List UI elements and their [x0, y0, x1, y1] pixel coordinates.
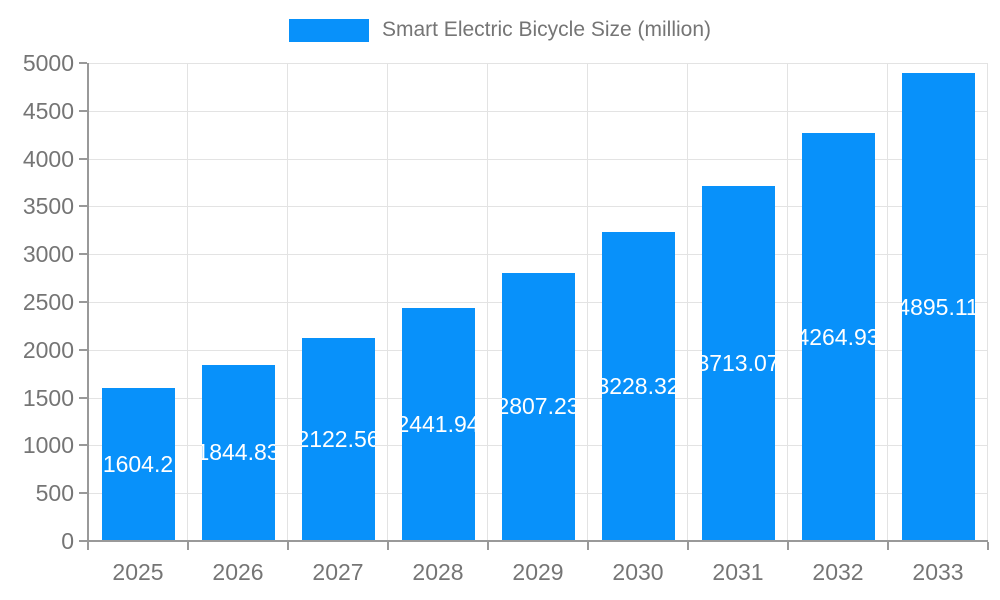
legend: Smart Electric Bicycle Size (million)	[0, 18, 1000, 42]
x-tick-label: 2027	[312, 559, 364, 585]
bar[interactable]: 2807.23	[501, 272, 575, 541]
y-axis-tick	[79, 301, 87, 303]
v-gridline	[787, 63, 788, 541]
y-axis-tick	[79, 396, 87, 399]
x-tick-label: 2030	[612, 559, 664, 585]
v-gridline	[887, 63, 888, 541]
y-axis-tick	[79, 492, 87, 495]
y-axis-tick	[79, 62, 87, 64]
bar[interactable]: 3228.32	[601, 232, 675, 541]
x-axis-tick	[487, 542, 489, 550]
y-tick-label: 1500	[22, 384, 74, 411]
x-axis-tick	[687, 542, 689, 550]
y-tick-label: 2500	[22, 289, 74, 315]
h-gridline	[88, 254, 988, 256]
h-gridline	[88, 206, 988, 208]
bar-value-label: 4895.11	[901, 293, 975, 320]
v-gridline	[287, 63, 288, 541]
bar-value-label: 3713.07	[701, 350, 775, 377]
y-tick-label: 4500	[22, 97, 74, 124]
plot-area: 1604.2 1844.83 2122.56 2441.94 2807.23 3228.3…	[88, 63, 988, 541]
y-tick-label: 3500	[22, 193, 74, 220]
v-gridline	[687, 63, 688, 541]
legend-swatch	[288, 18, 369, 42]
x-axis-tick	[887, 542, 889, 550]
y-axis-line	[87, 63, 89, 541]
bar-value-label: 1604.2	[102, 450, 174, 477]
x-axis-tick	[787, 542, 789, 550]
x-axis-tick	[187, 542, 189, 550]
bar-value-label: 2441.94	[401, 410, 475, 437]
y-axis-tick	[79, 109, 87, 112]
bar-value-label: 3228.32	[601, 373, 675, 400]
bar[interactable]: 4895.11	[901, 73, 975, 541]
bar-value-label: 2122.56	[301, 426, 375, 453]
v-gridline	[487, 63, 488, 541]
legend-item[interactable]: Smart Electric Bicycle Size (million)	[288, 18, 712, 42]
x-axis-tick	[287, 542, 289, 550]
y-axis-tick	[79, 205, 87, 208]
h-gridline	[88, 63, 988, 64]
x-tick-label: 2026	[212, 559, 264, 585]
x-tick-label: 2033	[912, 559, 964, 585]
bar[interactable]: 1604.2	[101, 387, 175, 541]
y-tick-label: 1000	[22, 432, 74, 459]
h-gridline	[88, 158, 988, 160]
legend-label: Smart Electric Bicycle Size (million)	[381, 18, 712, 41]
bar[interactable]: 2441.94	[401, 307, 475, 541]
v-gridline	[587, 63, 588, 541]
h-gridline	[88, 110, 988, 112]
y-axis-tick	[79, 157, 87, 160]
x-axis-tick	[87, 542, 89, 550]
v-gridline	[387, 63, 388, 541]
bar[interactable]: 3713.07	[701, 186, 775, 541]
y-axis-tick	[79, 444, 87, 447]
y-axis-tick	[79, 348, 87, 351]
x-axis-tick	[987, 542, 989, 550]
bar-value-label: 2807.23	[501, 393, 575, 420]
y-tick-label: 500	[35, 480, 74, 507]
x-tick-label: 2031	[712, 559, 764, 585]
x-axis-tick	[587, 542, 589, 550]
x-tick-label: 2028	[412, 559, 464, 585]
bar-value-label: 4264.93	[801, 323, 875, 350]
y-tick-label: 3000	[22, 241, 74, 268]
v-gridline	[187, 63, 188, 541]
x-tick-label: 2025	[112, 559, 164, 585]
x-tick-label: 2032	[812, 559, 864, 585]
bar[interactable]: 1844.83	[201, 364, 275, 541]
y-axis-tick	[79, 253, 87, 256]
x-tick-label: 2029	[512, 559, 564, 585]
bar-value-label: 1844.83	[201, 439, 275, 466]
y-tick-label: 4000	[22, 145, 74, 172]
x-axis-tick	[387, 542, 389, 550]
v-gridline	[987, 63, 988, 541]
x-axis-line	[87, 540, 988, 542]
y-tick-label: 2000	[22, 336, 74, 363]
y-tick-label: 5000	[22, 50, 74, 76]
bar[interactable]: 2122.56	[301, 338, 375, 541]
y-axis-tick	[79, 540, 87, 542]
bar[interactable]: 4264.93	[801, 133, 875, 541]
y-tick-label: 0	[61, 528, 74, 554]
